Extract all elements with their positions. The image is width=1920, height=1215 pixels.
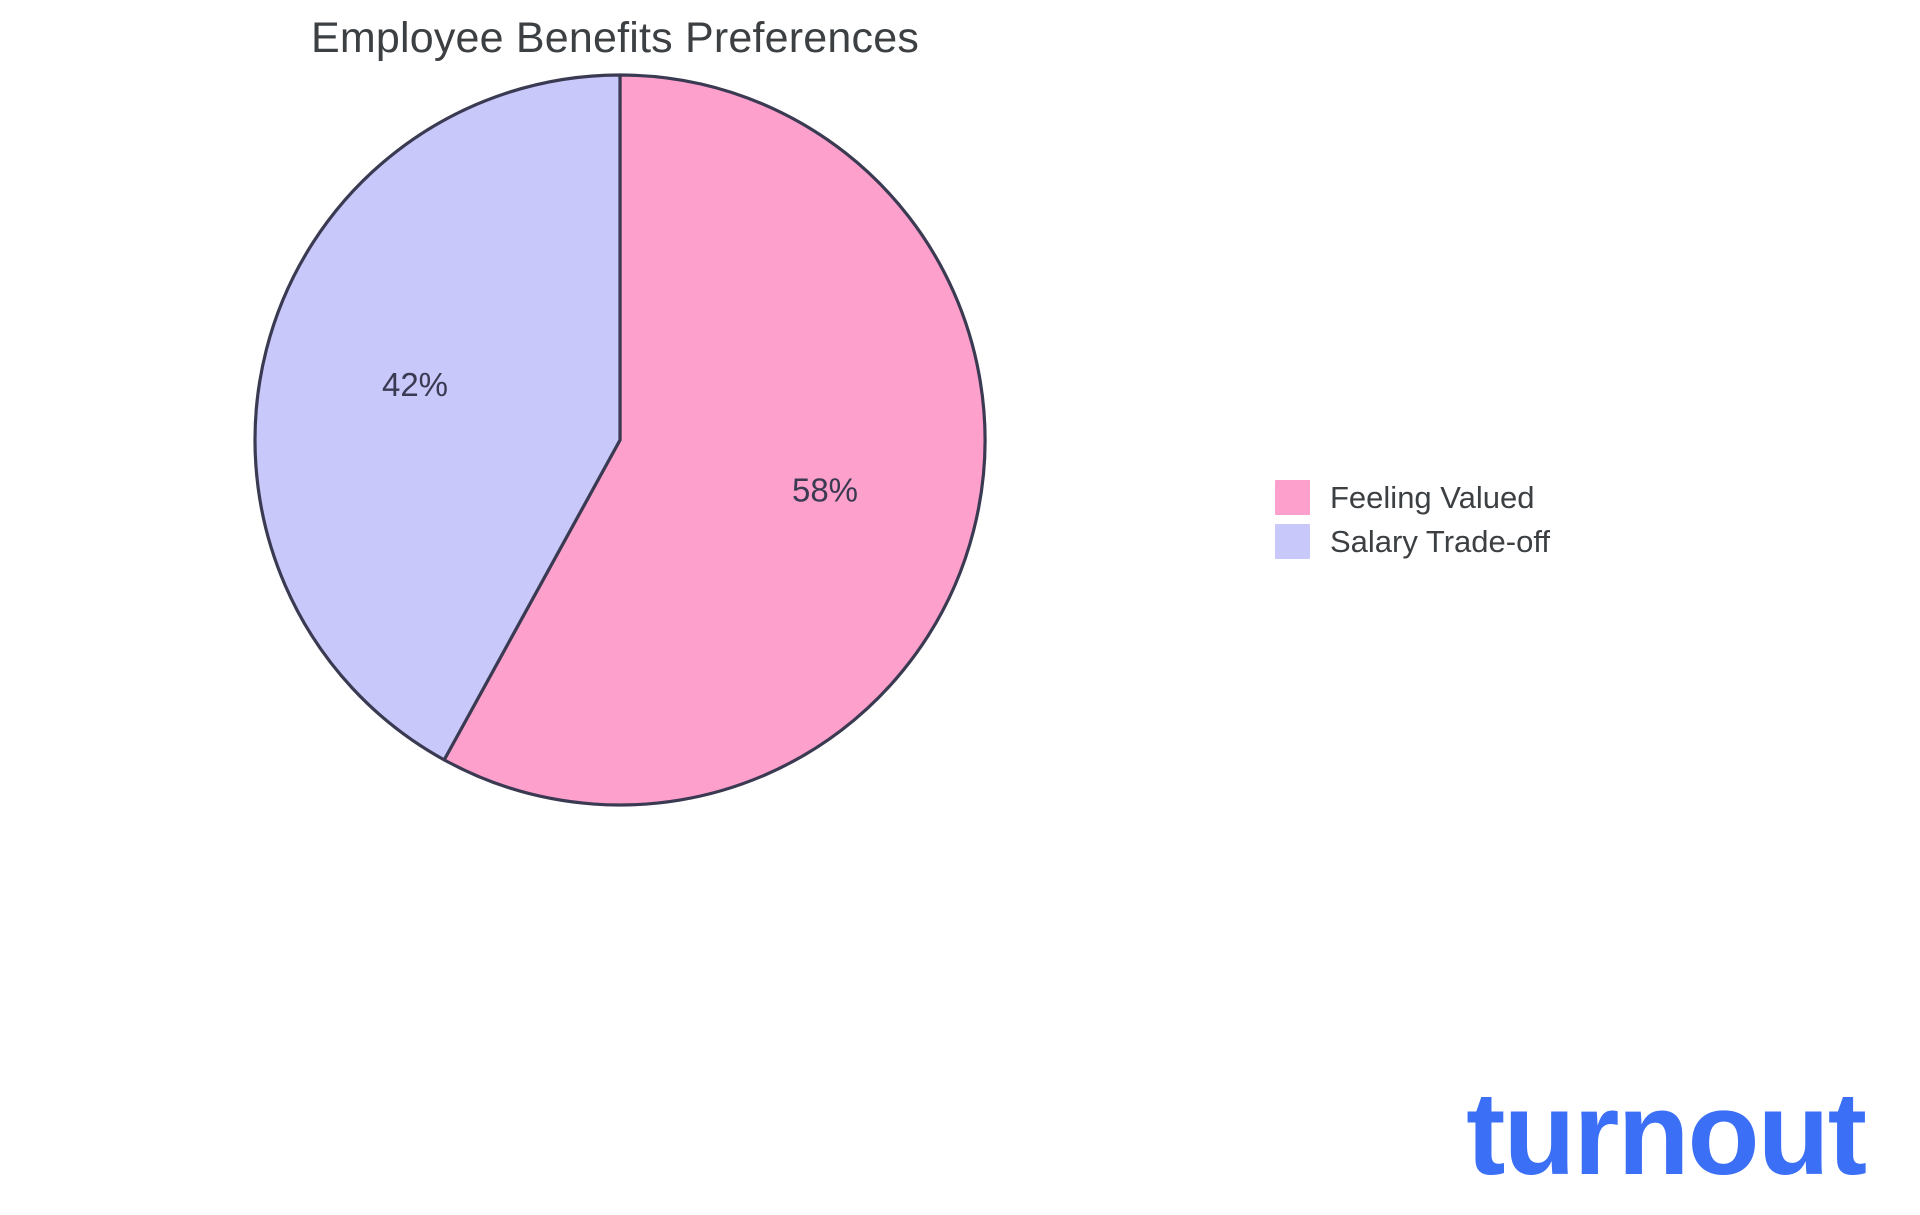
pie-slice-label-feeling-valued: 58%	[792, 471, 858, 508]
legend-label-salary-trade-off: Salary Trade-off	[1330, 524, 1550, 559]
legend-item-feeling-valued[interactable]: Feeling Valued	[1275, 480, 1550, 515]
pie-slice-label-salary-trade-off: 42%	[382, 366, 448, 403]
chart-legend: Feeling Valued Salary Trade-off	[1275, 480, 1550, 559]
chart-title: Employee Benefits Preferences	[310, 14, 920, 62]
turnout-logo: turnout	[1466, 1068, 1867, 1200]
pie-chart: 42% 58%	[0, 0, 1240, 900]
pie-chart-svg: 42% 58%	[253, 73, 987, 807]
pie-slice-feeling-valued[interactable]	[442, 73, 987, 807]
legend-swatch-icon-feeling-valued	[1275, 480, 1310, 515]
legend-item-salary-trade-off[interactable]: Salary Trade-off	[1275, 524, 1550, 559]
legend-label-feeling-valued: Feeling Valued	[1330, 480, 1535, 515]
pie-slice-salary-trade-off[interactable]	[253, 73, 622, 762]
legend-swatch-icon-salary-trade-off	[1275, 524, 1310, 559]
